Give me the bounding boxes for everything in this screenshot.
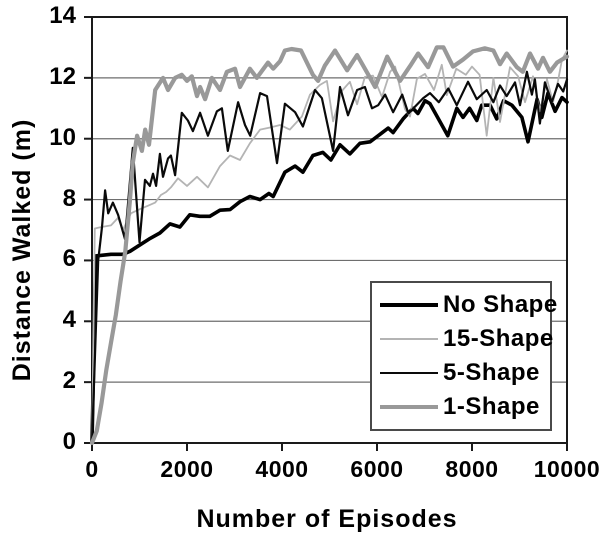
- legend-item-1-shape: 1-Shape: [380, 395, 550, 419]
- legend-item-no-shape: No Shape: [380, 293, 557, 317]
- x-tick-label-10000: 10000: [533, 456, 601, 482]
- y-tick-label-12: 12: [49, 62, 76, 90]
- legend-line-swatch-5-shape: [380, 372, 438, 374]
- legend-label-5-shape: 5-Shape: [443, 359, 540, 386]
- x-tick-label-4000: 4000: [255, 456, 309, 482]
- y-tick-label-10: 10: [49, 123, 76, 151]
- legend-box: No Shape 15-Shape 5-Shape 1-Shape: [370, 281, 557, 431]
- legend-line-swatch-no-shape: [380, 303, 438, 307]
- series-line-1-shape: [89, 45, 570, 446]
- y-tick-label-8: 8: [62, 184, 76, 212]
- x-axis-title: Number of Episodes: [196, 505, 458, 533]
- legend-item-5-shape: 5-Shape: [380, 361, 550, 385]
- y-tick-label-4: 4: [62, 306, 76, 334]
- plot-border: [91, 16, 568, 444]
- series-line-5-shape: [90, 70, 569, 445]
- legend-label-1-shape: 1-Shape: [443, 393, 540, 420]
- legend-line-swatch-1-shape: [380, 405, 438, 409]
- legend-line-swatch-15-shape: [380, 338, 438, 340]
- y-tick-label-0: 0: [62, 428, 76, 455]
- legend-label-no-shape: No Shape: [443, 291, 558, 318]
- series-line-15-shape: [91, 49, 568, 444]
- legend-item-15-shape: 15-Shape: [380, 327, 553, 351]
- x-tick-label-0: 0: [85, 456, 99, 482]
- x-tick-label-2000: 2000: [160, 456, 214, 482]
- x-tick-label-6000: 6000: [350, 456, 404, 482]
- y-tick-label-2: 2: [62, 367, 76, 395]
- x-tick-label-8000: 8000: [445, 456, 499, 482]
- y-tick-label-6: 6: [62, 245, 76, 273]
- y-tick-label-14: 14: [49, 2, 76, 29]
- y-axis-title: Distance Walked (m): [8, 118, 36, 382]
- legend-label-15-shape: 15-Shape: [443, 325, 554, 352]
